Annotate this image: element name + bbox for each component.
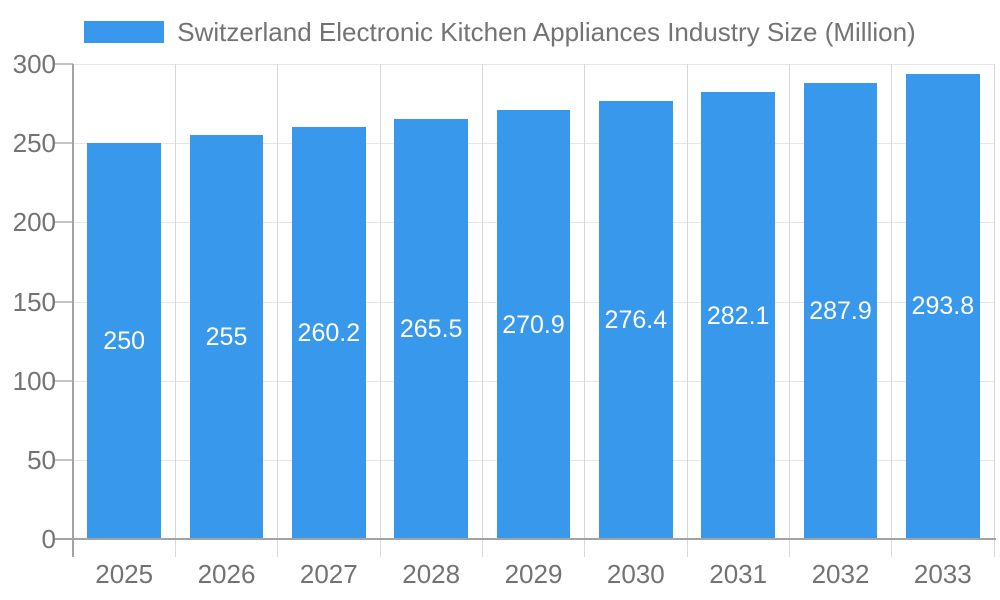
legend[interactable]: Switzerland Electronic Kitchen Appliance…: [0, 19, 1000, 45]
x-axis-label: 2030: [606, 559, 665, 589]
x-tick: [277, 539, 279, 557]
x-axis-label: 2031: [709, 559, 768, 589]
bar-value-label: 250: [103, 327, 146, 356]
v-gridline: [891, 64, 893, 539]
y-tick: [55, 300, 73, 303]
y-tick: [55, 63, 73, 65]
v-gridline: [277, 64, 279, 539]
y-axis-line: [72, 64, 74, 557]
x-tick: [584, 539, 586, 557]
v-gridline: [993, 64, 995, 539]
bar-value-label: 293.8: [911, 292, 975, 321]
bar[interactable]: [496, 110, 571, 539]
y-axis-label: 0: [41, 524, 56, 554]
y-tick: [55, 379, 73, 382]
x-axis-label: 2029: [504, 559, 563, 589]
bar[interactable]: [292, 127, 366, 539]
x-tick: [174, 539, 176, 557]
y-tick: [55, 221, 73, 224]
v-gridline: [788, 64, 790, 539]
bar-value-label: 282.1: [706, 301, 770, 330]
chart-title[interactable]: Switzerland Electronic Kitchen Appliance…: [177, 17, 916, 47]
x-tick: [686, 539, 688, 557]
h-gridline: [73, 64, 994, 65]
y-axis-label: 100: [12, 365, 56, 396]
x-axis-label: 2032: [811, 559, 870, 589]
bar[interactable]: [803, 83, 878, 539]
y-tick: [55, 142, 73, 145]
y-axis-label: 150: [12, 286, 56, 317]
bar[interactable]: [394, 118, 468, 539]
x-axis-label: 2025: [95, 559, 154, 589]
y-axis-label: 200: [12, 207, 56, 238]
x-axis-line: [55, 538, 996, 540]
v-gridline: [379, 64, 381, 539]
v-gridline: [584, 64, 586, 539]
y-axis-label: 300: [12, 49, 56, 79]
bar-value-label: 276.4: [604, 306, 668, 335]
y-tick: [55, 458, 73, 461]
bar-value-label: 265.5: [399, 314, 463, 343]
x-tick: [379, 539, 381, 557]
x-tick: [788, 539, 790, 557]
x-axis-label: 2026: [197, 559, 256, 589]
legend-swatch[interactable]: [84, 21, 165, 43]
bar[interactable]: [701, 92, 775, 539]
bar-value-label: 287.9: [809, 297, 872, 326]
x-tick: [481, 539, 483, 557]
bar[interactable]: [87, 143, 161, 539]
x-axis-label: 2028: [402, 559, 461, 589]
y-axis-label: 250: [12, 128, 56, 159]
bar-value-label: 255: [205, 323, 248, 352]
bar-value-label: 260.2: [297, 319, 361, 347]
bar-value-label: 270.9: [502, 310, 565, 339]
x-axis-label: 2027: [299, 559, 358, 589]
v-gridline: [686, 64, 688, 539]
bar[interactable]: [599, 101, 673, 539]
x-tick: [891, 539, 893, 557]
bar[interactable]: [906, 73, 980, 539]
y-axis-label: 50: [27, 444, 56, 475]
v-gridline: [481, 64, 483, 539]
x-axis-label: 2033: [913, 559, 972, 589]
bar[interactable]: [189, 135, 264, 539]
v-gridline: [174, 64, 176, 539]
plot-area: 250 255 260.2 265.5 270.9 276.4 282.1 287.9 293.…: [73, 64, 995, 539]
x-tick: [993, 539, 995, 557]
